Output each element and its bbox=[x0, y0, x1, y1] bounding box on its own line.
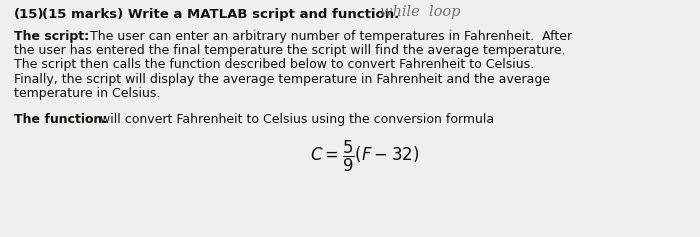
Text: Finally, the script will display the average temperature in Fahrenheit and the a: Finally, the script will display the ave… bbox=[14, 73, 550, 86]
Text: The script then calls the function described below to convert Fahrenheit to Cels: The script then calls the function descr… bbox=[14, 58, 534, 71]
Text: The function:: The function: bbox=[14, 113, 107, 126]
Text: $C = \dfrac{5}{9}(F - 32)$: $C = \dfrac{5}{9}(F - 32)$ bbox=[310, 139, 419, 174]
Text: temperature in Celsius.: temperature in Celsius. bbox=[14, 87, 160, 100]
Text: the user has entered the final temperature the script will find the average temp: the user has entered the final temperatu… bbox=[14, 44, 566, 57]
Text: (15): (15) bbox=[14, 8, 45, 21]
Text: while  loop: while loop bbox=[380, 5, 461, 19]
Text: The script:: The script: bbox=[14, 30, 89, 43]
Text: The user can enter an arbitrary number of temperatures in Fahrenheit.  After: The user can enter an arbitrary number o… bbox=[86, 30, 572, 43]
Text: will convert Fahrenheit to Celsius using the conversion formula: will convert Fahrenheit to Celsius using… bbox=[96, 113, 494, 126]
Text: (15 marks) Write a MATLAB script and function.: (15 marks) Write a MATLAB script and fun… bbox=[42, 8, 399, 21]
